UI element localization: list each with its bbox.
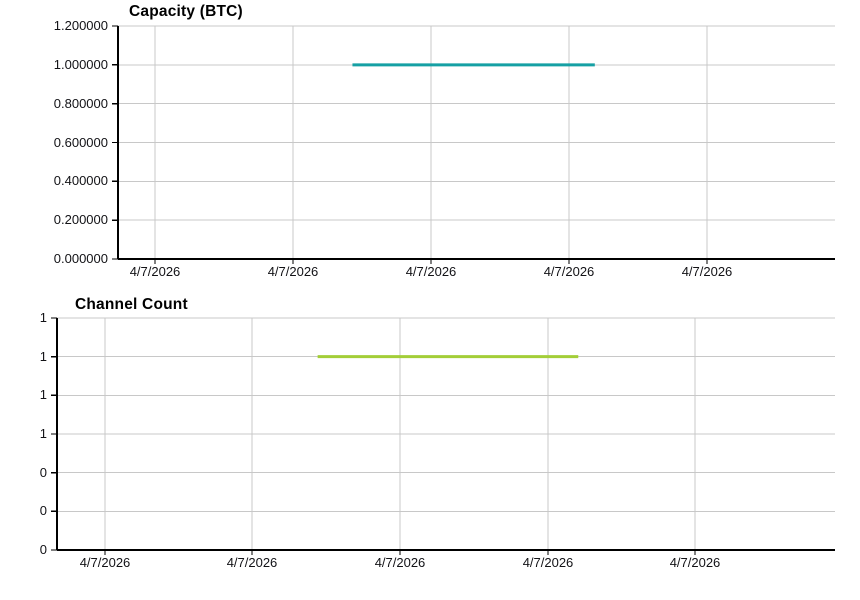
- channel-count-chart-plot: [51, 317, 835, 555]
- channel-count-chart: Channel Count 1 1 1 1 0 0 0 4/7/2026 4/7/2026 4/7…: [0, 290, 860, 600]
- channel-count-chart-title: Channel Count: [75, 296, 188, 313]
- x-tick-label: 4/7/2026: [522, 555, 574, 570]
- y-tick-label: 1.000000: [53, 56, 108, 72]
- y-tick-label: 0.800000: [53, 95, 108, 111]
- y-tick-label: 1: [39, 310, 47, 325]
- y-tick-label: 0.400000: [53, 173, 108, 189]
- capacity-chart-plot: [112, 25, 835, 264]
- x-tick-label: 4/7/2026: [79, 555, 131, 570]
- x-tick-label: 4/7/2026: [669, 555, 721, 570]
- y-tick-label: 0.200000: [53, 212, 108, 228]
- y-tick-label: 1: [39, 348, 47, 364]
- y-tick-label: 0.000000: [53, 251, 108, 266]
- y-tick-label: 1.200000: [53, 18, 108, 33]
- y-tick-label: 0: [39, 503, 47, 519]
- y-tick-label: 0.600000: [53, 134, 108, 150]
- x-tick-label: 4/7/2026: [226, 555, 278, 570]
- x-tick-label: 4/7/2026: [374, 555, 426, 570]
- x-tick-label: 4/7/2026: [681, 264, 733, 279]
- x-tick-label: 4/7/2026: [267, 264, 319, 279]
- x-tick-label: 4/7/2026: [405, 264, 457, 279]
- x-tick-label: 4/7/2026: [543, 264, 595, 279]
- y-tick-label: 0: [39, 464, 47, 480]
- x-tick-label: 4/7/2026: [129, 264, 181, 279]
- capacity-chart: Capacity (BTC) 1.200000 1.000000 0.800000 0…: [0, 0, 860, 290]
- y-tick-label: 1: [39, 426, 47, 441]
- capacity-chart-title: Capacity (BTC): [129, 3, 243, 20]
- y-tick-label: 1: [39, 387, 47, 403]
- y-tick-label: 0: [39, 542, 47, 557]
